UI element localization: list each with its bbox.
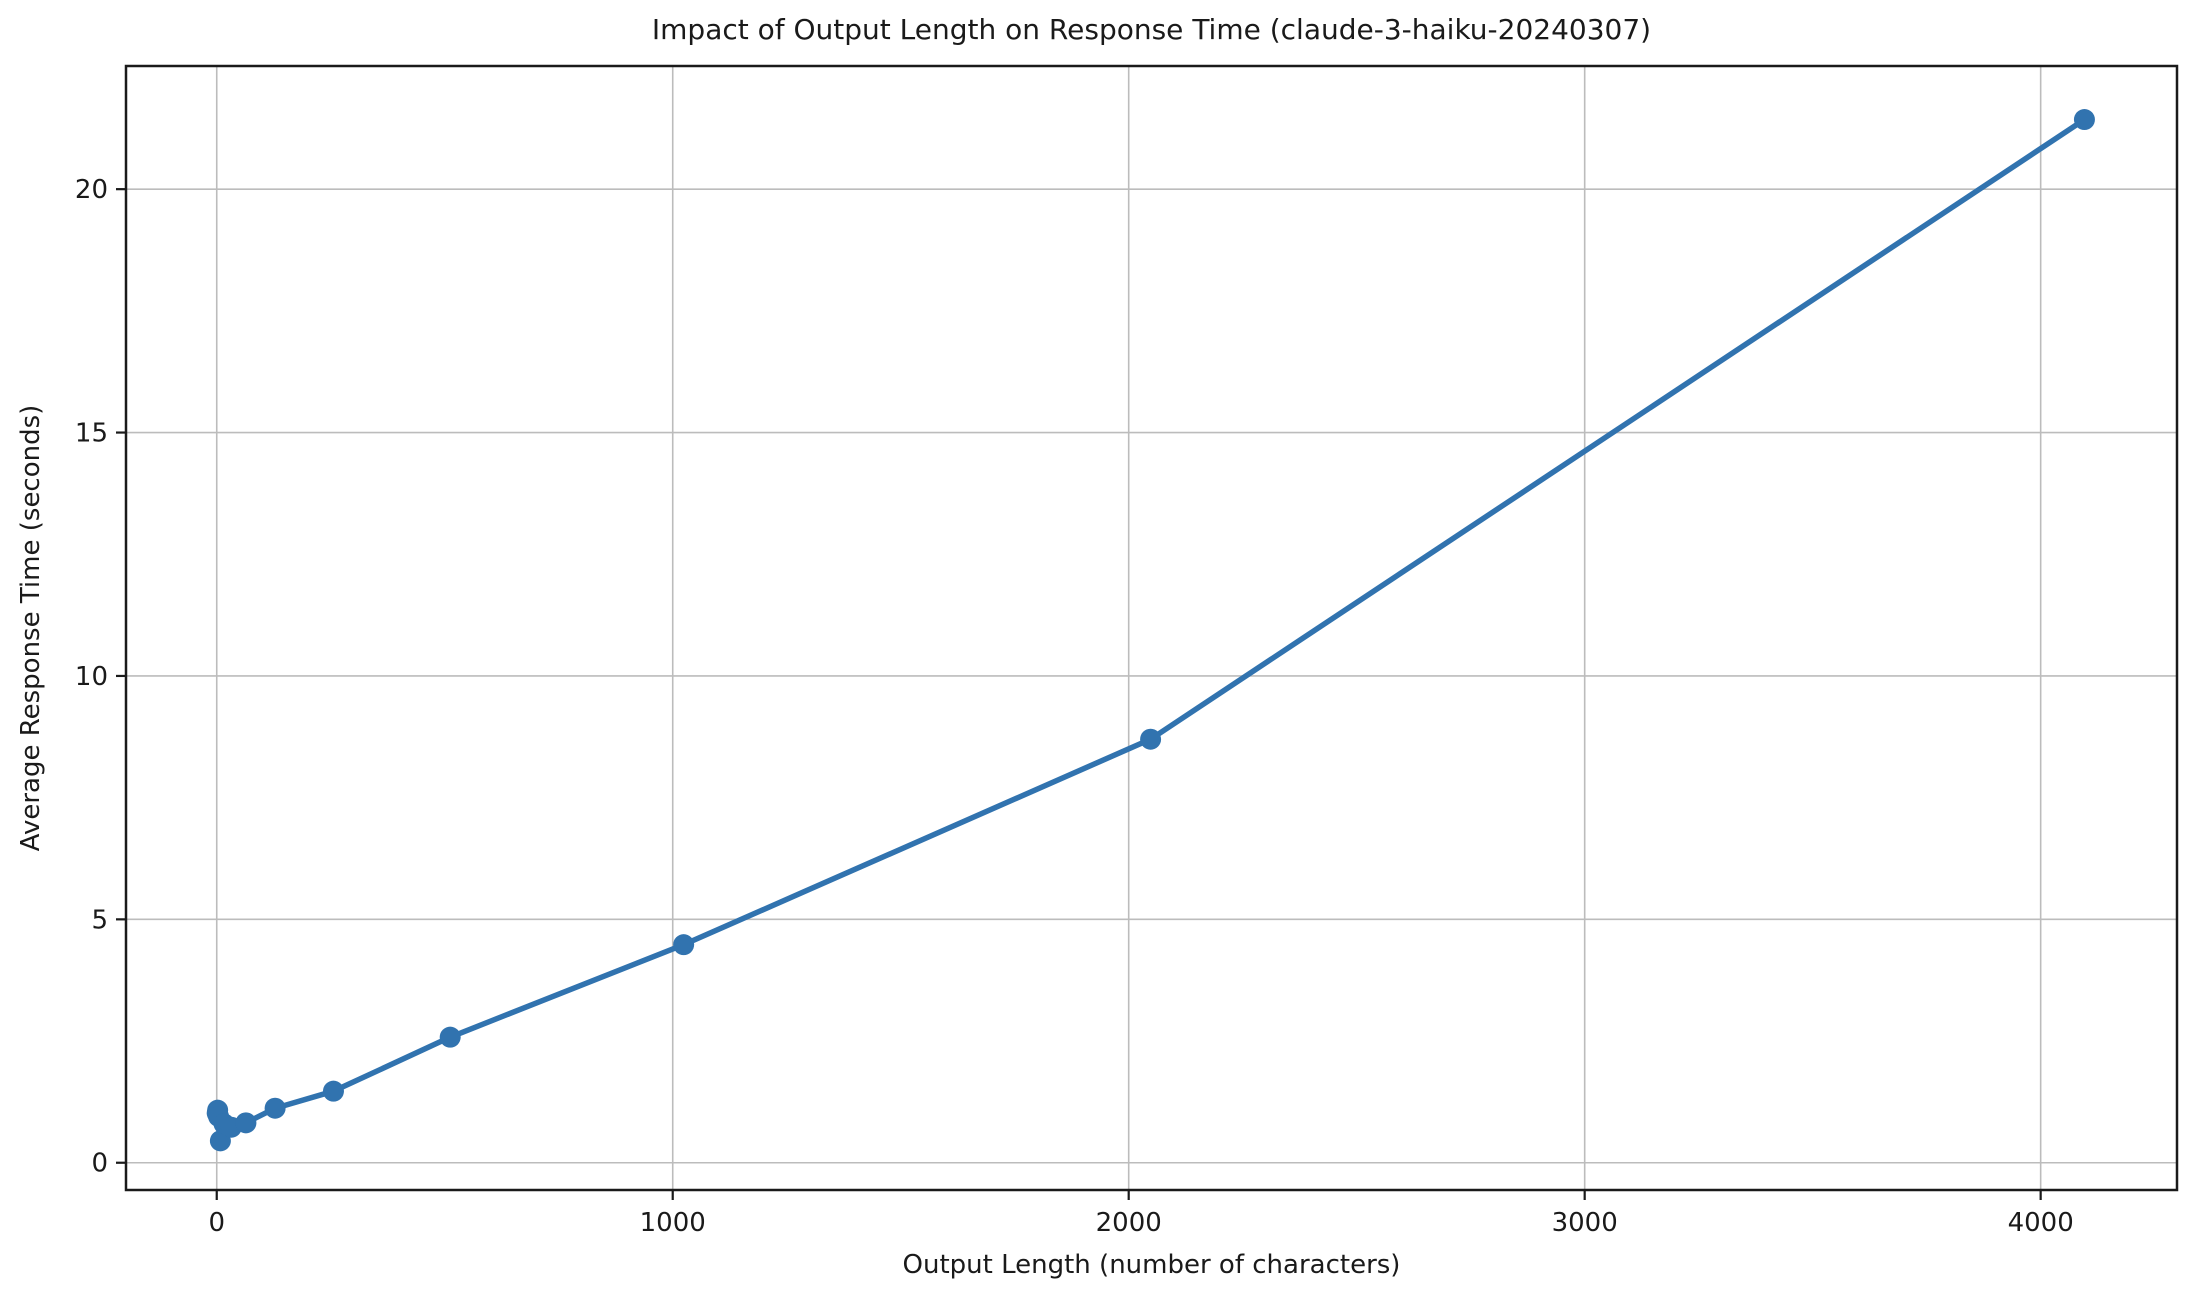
x-tick-label: 3000 xyxy=(1552,1208,1618,1238)
x-axis-label: Output Length (number of characters) xyxy=(902,1250,1401,1280)
data-point xyxy=(264,1097,286,1119)
x-tick-label: 1000 xyxy=(640,1208,706,1238)
y-tick-label: 5 xyxy=(91,905,108,935)
series-line xyxy=(214,116,2088,1144)
x-tick-label: 0 xyxy=(208,1208,225,1238)
data-point xyxy=(2073,109,2095,131)
y-tick-label: 0 xyxy=(91,1149,108,1179)
data-point xyxy=(1140,728,1162,750)
data-point xyxy=(235,1112,257,1134)
x-tick-label: 2000 xyxy=(1096,1208,1162,1238)
chart-title: Impact of Output Length on Response Time… xyxy=(651,13,1652,46)
x-tick-label: 4000 xyxy=(2008,1208,2074,1238)
y-tick-label: 20 xyxy=(75,175,108,205)
y-tick-label: 10 xyxy=(75,662,108,692)
data-point xyxy=(439,1026,461,1048)
plot-border xyxy=(124,64,2179,1192)
data-point xyxy=(673,934,695,956)
y-axis-label: Average Response Time (seconds) xyxy=(16,404,46,852)
y-tick-label: 15 xyxy=(75,419,108,449)
data-point xyxy=(322,1080,344,1102)
